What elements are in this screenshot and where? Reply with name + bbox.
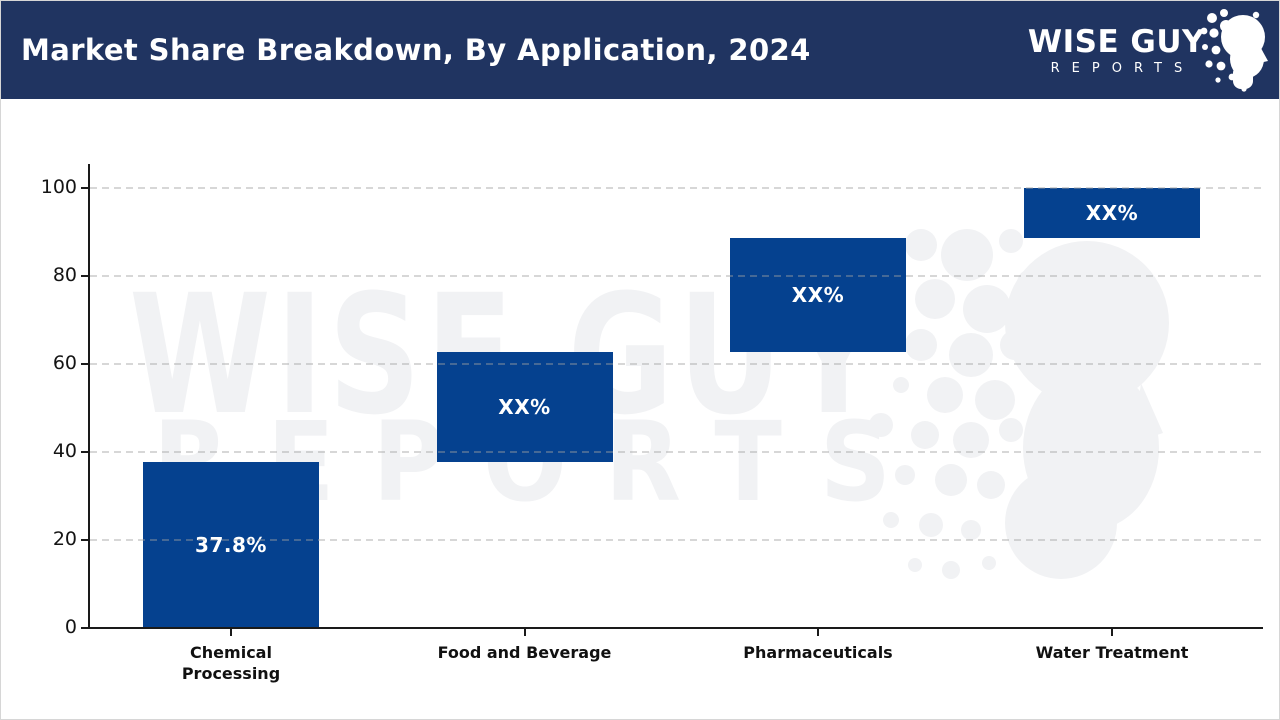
- y-tick-label-20: 20: [52, 528, 77, 550]
- gridline-80: [90, 275, 1263, 277]
- x-axis-line: [88, 627, 1263, 629]
- y-tick-label-60: 60: [52, 352, 77, 374]
- logo-text: WISE GUY REPORTS: [1027, 24, 1205, 76]
- y-tick-label-100: 100: [40, 176, 77, 198]
- gridline-100: [90, 187, 1263, 189]
- chart-title: Market Share Breakdown, By Application, …: [21, 33, 811, 67]
- bar-food-and-beverage: XX%: [436, 351, 613, 462]
- y-axis-line: [88, 164, 90, 629]
- bar-value-label-pharmaceuticals: XX%: [791, 282, 845, 307]
- bar-water-treatment: XX%: [1024, 188, 1200, 239]
- bar-value-label-food-and-beverage: XX%: [498, 394, 551, 419]
- y-tick-label-40: 40: [52, 440, 77, 462]
- y-tick-60: [81, 363, 88, 365]
- x-tick-pharmaceuticals: [817, 629, 819, 636]
- y-tick-40: [81, 451, 88, 453]
- y-tick-0: [81, 627, 88, 629]
- x-tick-label-pharmaceuticals: Pharmaceuticals: [743, 643, 893, 662]
- wise-guy-logo: WISE GUY REPORTS: [1007, 5, 1273, 97]
- x-tick-food-and-beverage: [523, 629, 526, 636]
- x-tick-label-chemical-processing: Chemical Processing: [181, 643, 281, 683]
- x-tick-chemical-processing: [230, 629, 232, 636]
- x-tick-label-water-treatment: Water Treatment: [1035, 643, 1189, 662]
- y-tick-100: [81, 187, 88, 189]
- gridline-40: [90, 451, 1263, 453]
- bar-value-label-chemical-processing: 37.8%: [195, 532, 267, 557]
- watermark-head-icon: [869, 229, 1169, 579]
- y-tick-label-0: 0: [64, 616, 77, 638]
- logo-wordmark: WISE GUY: [1027, 24, 1205, 60]
- header-bar: Market Share Breakdown, By Application, …: [1, 1, 1279, 99]
- x-tick-water-treatment: [1111, 629, 1113, 636]
- bar-value-label-water-treatment: XX%: [1085, 201, 1139, 226]
- y-tick-label-80: 80: [52, 264, 77, 286]
- head-profile-icon: [1200, 9, 1268, 92]
- bar-pharmaceuticals: XX%: [730, 238, 906, 352]
- y-tick-80: [81, 275, 88, 277]
- y-tick-20: [81, 539, 88, 541]
- gridline-20: [90, 539, 1263, 541]
- gridline-60: [90, 363, 1263, 365]
- logo-subtext: REPORTS: [1050, 61, 1195, 76]
- x-tick-label-food-and-beverage: Food and Beverage: [437, 643, 612, 662]
- bar-chemical-processing: 37.8%: [143, 461, 319, 628]
